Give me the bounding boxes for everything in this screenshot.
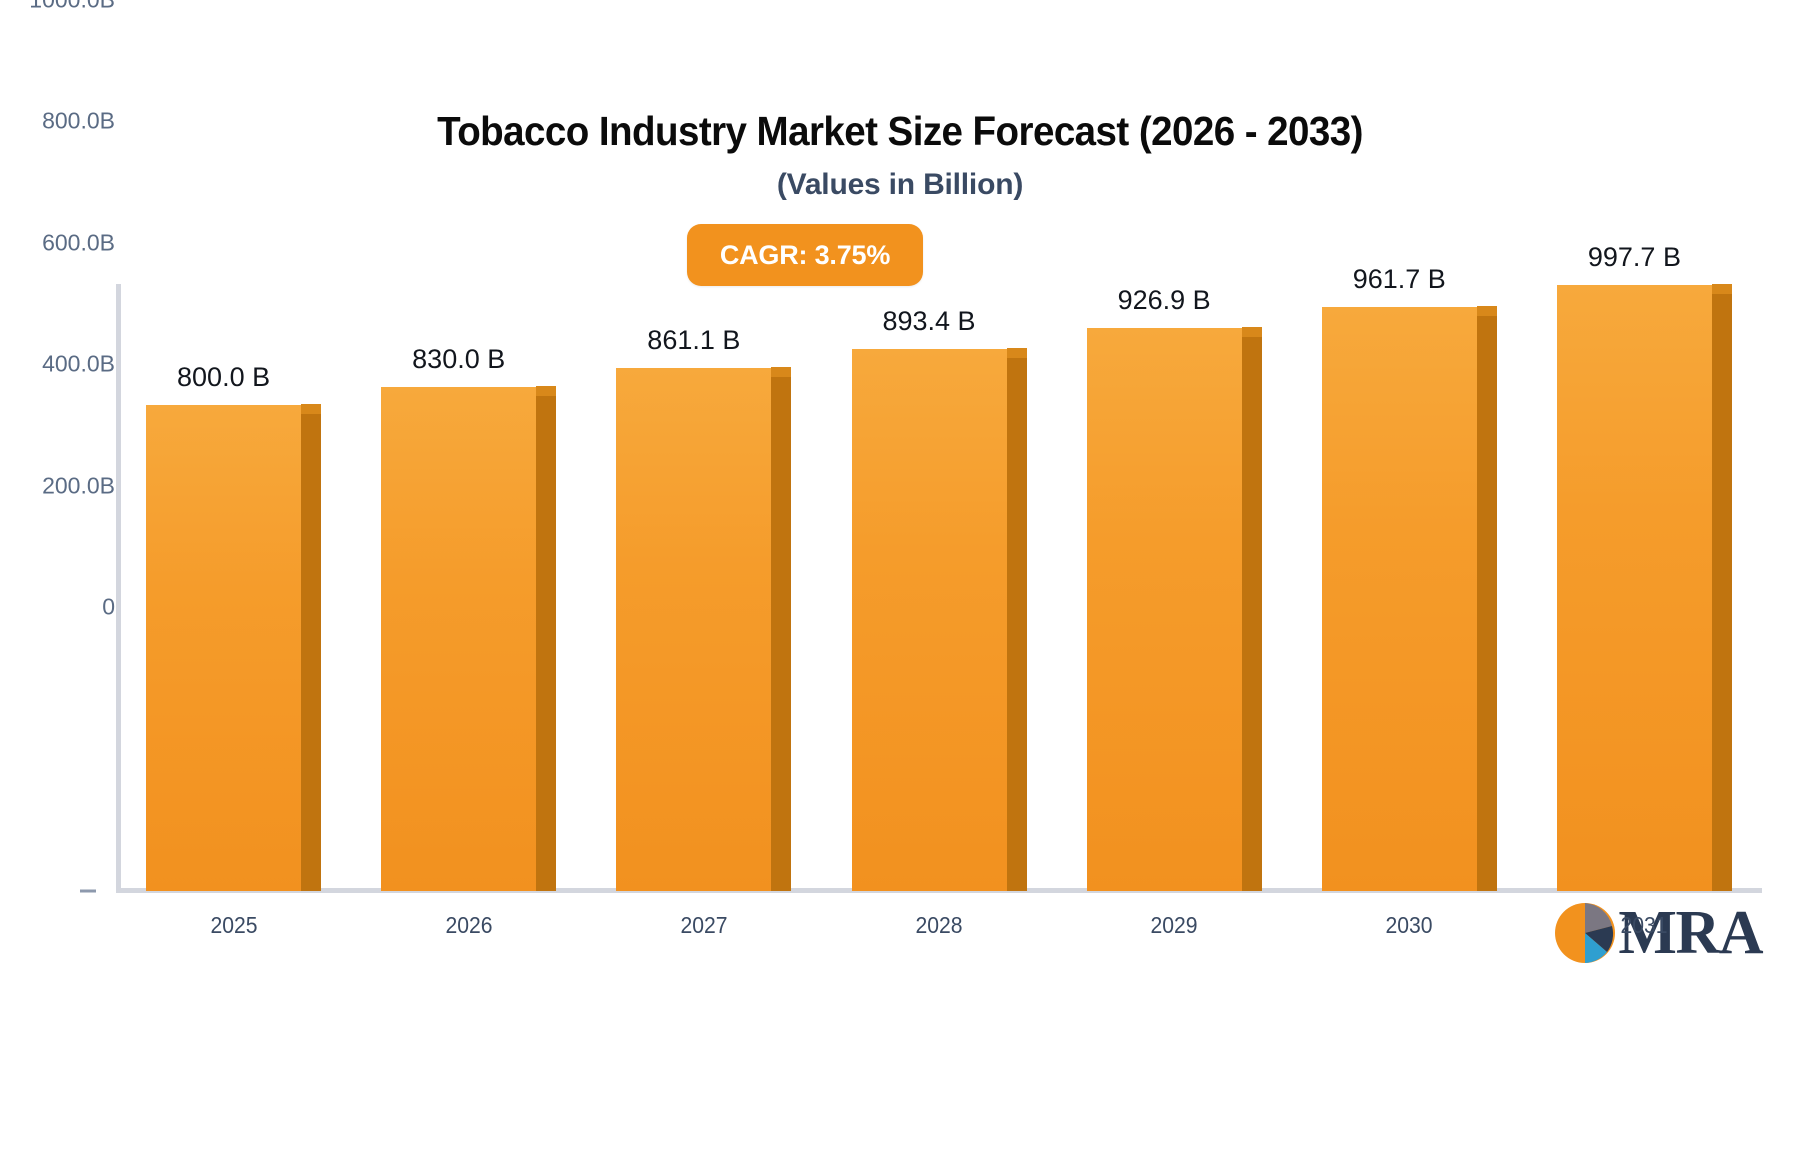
bar-front-face: [381, 387, 537, 891]
y-axis-tick-label: 600.0B: [42, 229, 115, 256]
plot-area: 800.0 B 830.0 B 861.1 B 893.4 B 926.9 B 961.7…: [116, 242, 1762, 891]
bar-front-face: [851, 348, 1007, 891]
bar-top-face: [771, 367, 792, 378]
logo-text: MRA: [1618, 899, 1763, 967]
brand-logo: MRA: [1554, 896, 1763, 970]
cagr-badge: CAGR: 3.75%: [687, 224, 923, 286]
bar-value-label: 861.1 B: [647, 325, 741, 356]
x-axis-label-2028: 2028: [915, 912, 963, 938]
x-axis-label-2030: 2030: [1385, 912, 1433, 938]
bar-side-face: [1241, 337, 1262, 891]
bar-value-label: 997.7 B: [1587, 242, 1681, 273]
bar-side-face: [1711, 294, 1732, 891]
bar-2026[interactable]: 830.0 B: [381, 344, 557, 891]
bar-2031[interactable]: 997.7 B: [1556, 242, 1732, 891]
bar-top-face: [1241, 327, 1262, 338]
x-axis-label-2027: 2027: [680, 912, 728, 938]
bar-top-face: [1006, 347, 1027, 358]
bar-front-face: [616, 368, 772, 891]
x-axis-label-2026: 2026: [445, 912, 493, 938]
x-axis-label-2025: 2025: [210, 912, 258, 938]
x-axis-label-2031: 2031: [1620, 912, 1668, 938]
y-axis-tick-label: 1000.0B: [0, 0, 115, 14]
y-axis-line: [116, 284, 121, 891]
bar-front-face: [146, 405, 302, 891]
bar-side-face: [1006, 357, 1027, 891]
bar-front-face: [1086, 328, 1242, 891]
pie-chart-icon: [1554, 902, 1616, 964]
bar-value-label: 926.9 B: [1117, 285, 1211, 316]
bar-front-face: [1321, 307, 1477, 891]
bar-value-label: 893.4 B: [882, 305, 976, 336]
bar-value-label: 961.7 B: [1352, 264, 1446, 295]
bar-2029[interactable]: 926.9 B: [1086, 285, 1262, 891]
chart-subtitle: (Values in Billion): [776, 168, 1024, 201]
bar-value-label: 830.0 B: [412, 344, 506, 375]
bar-top-face: [536, 386, 557, 397]
bar-top-face: [301, 404, 322, 415]
y-axis-tick-mark: [80, 889, 96, 893]
bar-side-face: [1476, 316, 1497, 891]
y-axis-tick-label: 200.0B: [42, 472, 115, 499]
bar-side-face: [301, 414, 322, 891]
bar-value-label: 800.0 B: [177, 362, 271, 393]
bar-2027[interactable]: 861.1 B: [616, 325, 792, 891]
bar-2028[interactable]: 893.4 B: [851, 306, 1027, 891]
bar-side-face: [771, 377, 792, 891]
bar-top-face: [1711, 284, 1732, 295]
bar-2025[interactable]: 800.0 B: [146, 362, 322, 891]
x-axis-label-2029: 2029: [1150, 912, 1198, 938]
page-title: Tobacco Industry Market Size Forecast (2…: [437, 108, 1363, 154]
y-axis-tick-label: 800.0B: [42, 107, 115, 134]
bar-side-face: [536, 396, 557, 891]
y-axis-tick-label: 400.0B: [42, 350, 115, 377]
bar-2030[interactable]: 961.7 B: [1321, 264, 1497, 891]
y-axis-tick-label: 0: [102, 593, 115, 620]
y-axis: 0 200.0B 400.0B 600.0B 800.0B 1000.0B: [0, 0, 116, 620]
bar-front-face: [1556, 285, 1712, 891]
bar-top-face: [1476, 306, 1497, 317]
